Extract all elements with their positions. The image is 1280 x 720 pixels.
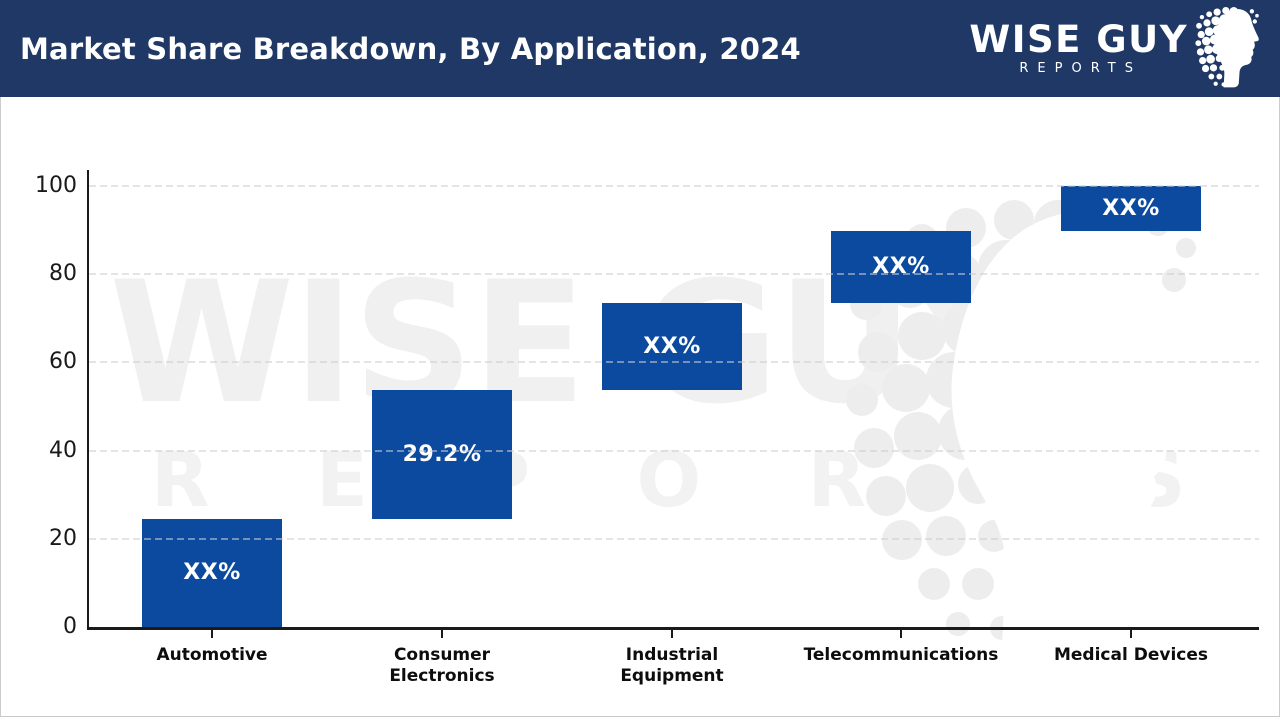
x-category-label-line: Equipment	[620, 666, 724, 686]
x-category-label-line: Medical Devices	[1053, 645, 1208, 665]
y-axis-line	[87, 170, 89, 630]
bar-value-label: XX%	[183, 560, 241, 586]
plot-area: 0 20 40 60 80 100 XX% Automotive 29.2% Consumer El…	[1, 97, 1279, 716]
x-category-label-consumer-electronics: Consumer Electronics	[332, 645, 552, 687]
chart-title: Market Share Breakdown, By Application, …	[20, 31, 801, 66]
watermark-head-icon	[846, 200, 1196, 644]
logo-head-icon	[1195, 6, 1259, 87]
x-tick-automotive	[211, 630, 213, 638]
bar-telecommunications: XX%	[831, 230, 971, 303]
x-tick-medical-devices	[1130, 630, 1132, 638]
y-tick-label-20: 20	[49, 525, 77, 551]
x-category-label-line: Consumer	[393, 645, 491, 665]
y-tick-label-80: 80	[49, 261, 77, 287]
bar-value-label: 29.2%	[402, 442, 482, 468]
x-category-label-telecommunications: Telecommunications	[791, 645, 1011, 666]
y-tick-label-60: 60	[49, 349, 77, 375]
x-category-label-automotive: Automotive	[102, 645, 322, 666]
x-tick-consumer-electronics	[441, 630, 443, 638]
y-tick-label-0: 0	[63, 614, 77, 639]
gridline-80	[89, 273, 1259, 276]
gridline-100	[89, 185, 1259, 187]
x-category-label-line: Automotive	[156, 645, 268, 665]
bar-value-label: XX%	[1102, 195, 1160, 221]
logo-subtext: REPORTS	[1019, 61, 1142, 77]
x-category-label-line: Telecommunications	[803, 645, 999, 665]
logo-wordmark-block: WISE GUY REPORTS	[969, 17, 1188, 77]
x-category-label-medical-devices: Medical Devices	[1021, 645, 1241, 666]
bar-industrial-equipment: XX%	[602, 302, 742, 391]
logo-wordmark: WISE GUY	[969, 17, 1188, 61]
header-bar: Market Share Breakdown, By Application, …	[0, 0, 1280, 97]
bar-consumer-electronics: 29.2%	[372, 390, 512, 519]
y-tick-label-100: 100	[35, 173, 77, 198]
y-tick-label-40: 40	[49, 437, 77, 463]
bar-automotive: XX%	[142, 518, 282, 627]
gridline-40	[89, 449, 1259, 452]
wise-guy-logo: WISE GUY REPORTS	[969, 6, 1266, 91]
x-category-label-line: Industrial	[625, 645, 719, 665]
chart-area: WISE GUY R E P O R T S 0 20 40 60 80 100 XX% Au…	[0, 97, 1280, 717]
bar-value-label: XX%	[643, 334, 701, 360]
x-axis-line	[87, 627, 1259, 630]
bar-value-label: XX%	[872, 254, 930, 280]
bar-medical-devices: XX%	[1061, 186, 1201, 231]
gridline-20	[89, 537, 1259, 540]
x-category-label-industrial-equipment: Industrial Equipment	[562, 645, 782, 687]
x-category-label-line: Electronics	[389, 666, 495, 686]
x-tick-industrial-equipment	[671, 630, 673, 638]
x-tick-telecommunications	[900, 630, 902, 638]
gridline-60	[89, 361, 1259, 364]
